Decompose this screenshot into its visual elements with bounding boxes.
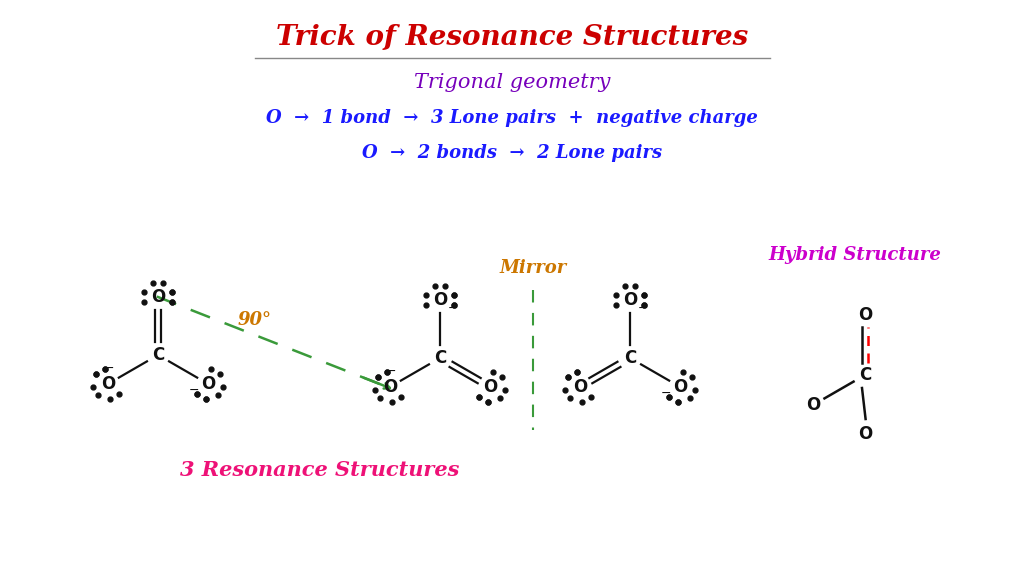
Text: O: O <box>673 378 687 396</box>
Text: −: − <box>189 385 200 397</box>
Text: C: C <box>859 366 871 384</box>
Text: O: O <box>572 378 587 396</box>
Text: O: O <box>806 396 820 414</box>
Text: 90°: 90° <box>238 311 272 329</box>
Text: C: C <box>434 349 446 367</box>
Text: −: − <box>660 387 672 401</box>
Text: Trigonal geometry: Trigonal geometry <box>414 73 610 92</box>
Text: C: C <box>624 349 636 367</box>
Text: −: − <box>103 362 114 375</box>
Text: O  →  1 bond  →  3 Lone pairs  +  negative charge: O → 1 bond → 3 Lone pairs + negative cha… <box>266 109 758 127</box>
Text: O  →  2 bonds  →  2 Lone pairs: O → 2 bonds → 2 Lone pairs <box>361 144 663 162</box>
Text: O: O <box>151 288 165 306</box>
Text: O: O <box>858 306 872 324</box>
Text: 3 Resonance Structures: 3 Resonance Structures <box>180 460 460 480</box>
Text: O: O <box>383 378 397 396</box>
Text: O: O <box>623 291 637 309</box>
Text: −: − <box>638 302 648 315</box>
Text: Mirror: Mirror <box>500 259 566 277</box>
Text: C: C <box>152 346 164 364</box>
Text: O: O <box>100 375 115 393</box>
Text: Trick of Resonance Structures: Trick of Resonance Structures <box>275 25 749 52</box>
Text: O: O <box>483 378 498 396</box>
Text: O: O <box>201 375 215 393</box>
Text: O: O <box>433 291 447 309</box>
Text: −: − <box>386 365 396 378</box>
Text: Hybrid Structure: Hybrid Structure <box>769 246 941 264</box>
Text: −: − <box>447 302 459 315</box>
Text: O: O <box>858 425 872 443</box>
